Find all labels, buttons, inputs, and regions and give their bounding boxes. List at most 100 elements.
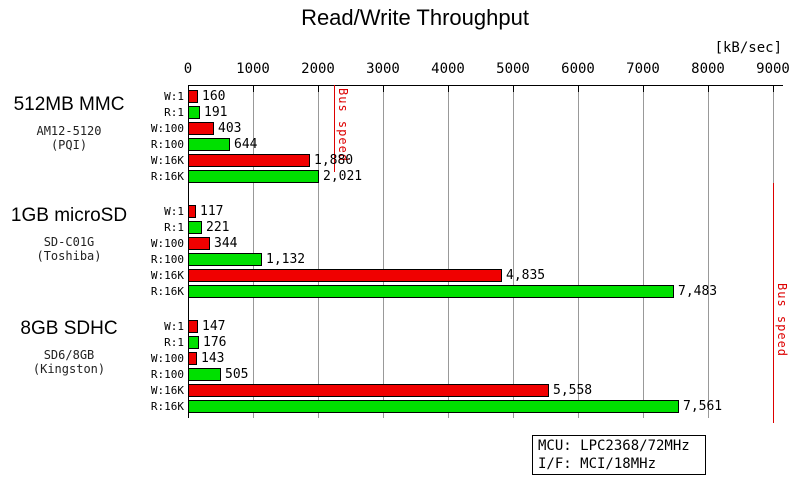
bar-write [188,90,198,103]
group-label: 8GB SDHC SD6/8GB (Kingston) [0,318,138,376]
x-tick-mark [773,85,774,92]
bar-row-label: R:100 [150,138,184,151]
bar-write [188,320,198,333]
gridline [708,85,709,418]
bar-row-label: W:1 [164,90,184,103]
bar-row-label: W:1 [164,320,184,333]
bar-value-label: 2,021 [323,169,363,184]
group-model: SD-C01G [43,235,95,249]
x-tick-mark [383,85,384,92]
bus-speed-label: Bus speed [775,283,789,358]
bar-read [188,221,202,234]
x-tick-label: 2000 [301,61,335,77]
bar-row-label: R:1 [164,106,184,119]
bar-read [188,368,221,381]
bar-value-label: 7,561 [683,399,723,414]
bar-value-label: 1,132 [266,252,306,267]
x-tick-mark [643,85,644,92]
group-name: 8GB SDHC [20,318,118,339]
bar-write [188,154,310,167]
x-tick-label: 9000 [756,61,790,77]
bar-row-label: W:16K [150,154,184,167]
bar-value-label: 176 [203,335,227,350]
bar-read [188,400,679,413]
bar-value-label: 160 [202,89,226,104]
bar-value-label: 191 [204,105,228,120]
group-model: SD6/8GB [43,348,95,362]
gridline [513,85,514,418]
bar-row-label: W:100 [150,237,184,250]
bar-row-label: W:16K [150,384,184,397]
gridline [253,85,254,418]
bar-row-label: R:100 [150,368,184,381]
bar-value-label: 5,558 [553,383,593,398]
bar-value-label: 117 [200,204,224,219]
bar-row-label: W:100 [150,352,184,365]
group-model: AM12-5120 [36,124,102,138]
x-tick-label: 5000 [496,61,530,77]
bar-read [188,285,674,298]
bus-speed-line [773,183,774,423]
bar-value-label: 644 [234,137,258,152]
bar-value-label: 147 [202,319,226,334]
mcu-info-box: MCU: LPC2368/72MHz I/F: MCI/18MHz [532,435,706,475]
group-maker: (PQI) [50,138,88,152]
mcu-info-line: MCU: LPC2368/72MHz [538,438,690,454]
y-axis-line [188,85,189,418]
x-tick-label: 3000 [366,61,400,77]
group-label: 512MB MMC AM12-5120 (PQI) [0,94,138,152]
bar-row-label: R:16K [150,400,184,413]
gridline [383,85,384,418]
gridline [448,85,449,418]
bar-value-label: 1,880 [314,153,354,168]
gridline [643,85,644,418]
bar-write [188,384,549,397]
bar-value-label: 403 [218,121,242,136]
bar-row-label: R:1 [164,336,184,349]
bar-row-label: R:16K [150,170,184,183]
bar-write [188,205,196,218]
x-tick-label: 6000 [561,61,595,77]
x-tick-label: 0 [183,61,193,77]
group-name: 512MB MMC [13,94,125,115]
bus-speed-label: Bus speed [336,88,350,163]
bar-row-label: W:16K [150,269,184,282]
bus-speed-line [334,85,335,172]
bar-read [188,170,319,183]
bar-value-label: 344 [214,236,238,251]
bar-read [188,138,230,151]
bar-row-label: R:100 [150,253,184,266]
gridline [318,85,319,418]
bar-value-label: 4,835 [506,268,546,283]
x-tick-label: 7000 [626,61,660,77]
bar-row-label: R:1 [164,221,184,234]
group-label: 1GB microSD SD-C01G (Toshiba) [0,205,138,263]
bar-write [188,122,214,135]
chart-title: Read/Write Throughput [301,5,529,30]
bar-write [188,352,197,365]
x-tick-label: 4000 [431,61,465,77]
bar-write [188,237,210,250]
gridline [578,85,579,418]
x-axis-unit-label: [kB/sec] [714,40,782,56]
bar-row-label: W:1 [164,205,184,218]
bar-read [188,253,262,266]
x-tick-label: 1000 [236,61,270,77]
group-name: 1GB microSD [10,205,128,226]
x-tick-mark [448,85,449,92]
x-tick-label: 8000 [691,61,725,77]
bar-read [188,336,199,349]
group-maker: (Kingston) [32,362,106,376]
bar-write [188,269,502,282]
bar-value-label: 7,483 [678,284,718,299]
x-tick-mark [318,85,319,92]
x-tick-mark [708,85,709,92]
x-tick-mark [513,85,514,92]
group-maker: (Toshiba) [36,249,102,263]
x-axis-line [188,85,783,86]
bar-value-label: 221 [206,220,230,235]
x-tick-mark [578,85,579,92]
interface-info-line: I/F: MCI/18MHz [538,456,657,472]
